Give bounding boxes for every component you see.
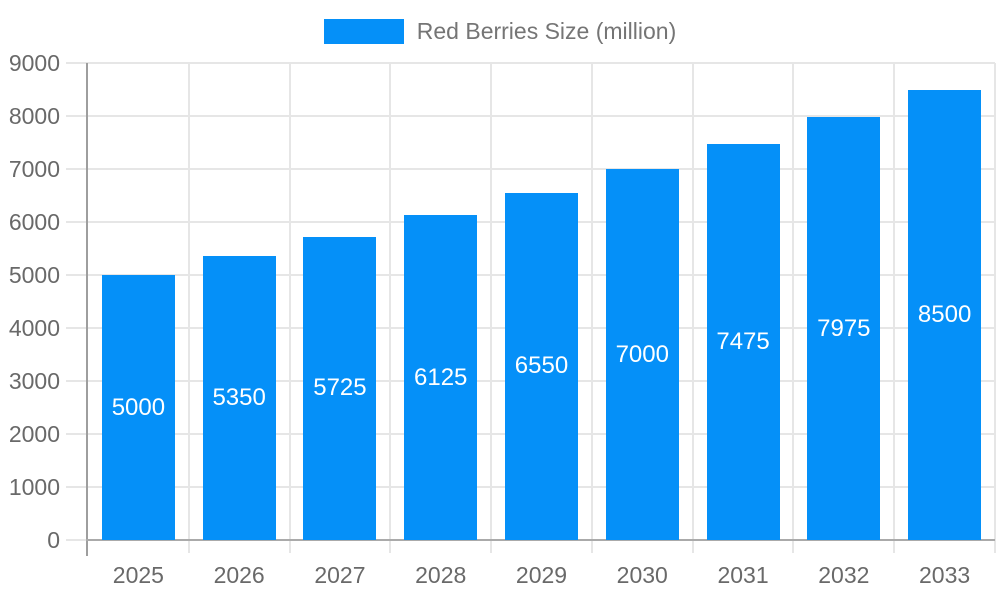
legend-item[interactable]: Red Berries Size (million) xyxy=(0,19,1000,44)
y-axis-label: 5000 xyxy=(8,262,60,288)
y-axis-line xyxy=(86,63,88,556)
y-axis-label: 4000 xyxy=(8,315,60,341)
x-axis-line xyxy=(86,539,995,541)
y-axis-label: 3000 xyxy=(8,368,60,394)
bar[interactable] xyxy=(807,117,881,540)
gridline-h xyxy=(66,115,995,117)
x-axis-label: 2028 xyxy=(415,562,467,588)
gridline-h xyxy=(66,62,995,64)
y-axis-label: 0 xyxy=(47,527,60,553)
gridline-v xyxy=(893,63,896,553)
bar[interactable] xyxy=(908,89,982,540)
x-axis-label: 2029 xyxy=(515,562,568,588)
y-axis-label: 1000 xyxy=(8,474,60,500)
gridline-v xyxy=(490,63,493,553)
gridline-v xyxy=(288,63,291,553)
x-axis-label: 2031 xyxy=(717,562,769,588)
bar[interactable] xyxy=(202,256,276,540)
gridline-v xyxy=(691,63,694,553)
x-axis-label: 2025 xyxy=(112,562,164,588)
y-axis-label: 8000 xyxy=(8,103,60,129)
gridline-h xyxy=(66,168,995,170)
y-axis-label: 9000 xyxy=(8,50,60,76)
y-axis-label: 7000 xyxy=(8,156,60,182)
x-axis-label: 2027 xyxy=(314,562,366,588)
legend-swatch xyxy=(323,19,404,44)
x-axis-label: 2026 xyxy=(213,562,265,588)
bar[interactable] xyxy=(605,169,679,540)
x-axis-label: 2033 xyxy=(919,562,971,588)
y-axis-label: 2000 xyxy=(8,421,60,447)
gridline-v xyxy=(389,63,392,553)
y-axis-label: 6000 xyxy=(8,209,60,235)
legend-label: Red Berries Size (million) xyxy=(416,18,677,44)
bar[interactable] xyxy=(706,143,780,540)
x-axis-label: 2030 xyxy=(616,562,668,588)
gridline-v xyxy=(792,63,795,553)
gridline-v xyxy=(590,63,593,553)
bar[interactable] xyxy=(505,192,578,540)
gridline-v xyxy=(994,63,996,553)
gridline-v xyxy=(187,63,190,553)
x-axis-label: 2032 xyxy=(818,562,870,588)
bar[interactable] xyxy=(404,215,478,540)
bar[interactable] xyxy=(303,236,377,540)
bar[interactable] xyxy=(101,275,175,540)
